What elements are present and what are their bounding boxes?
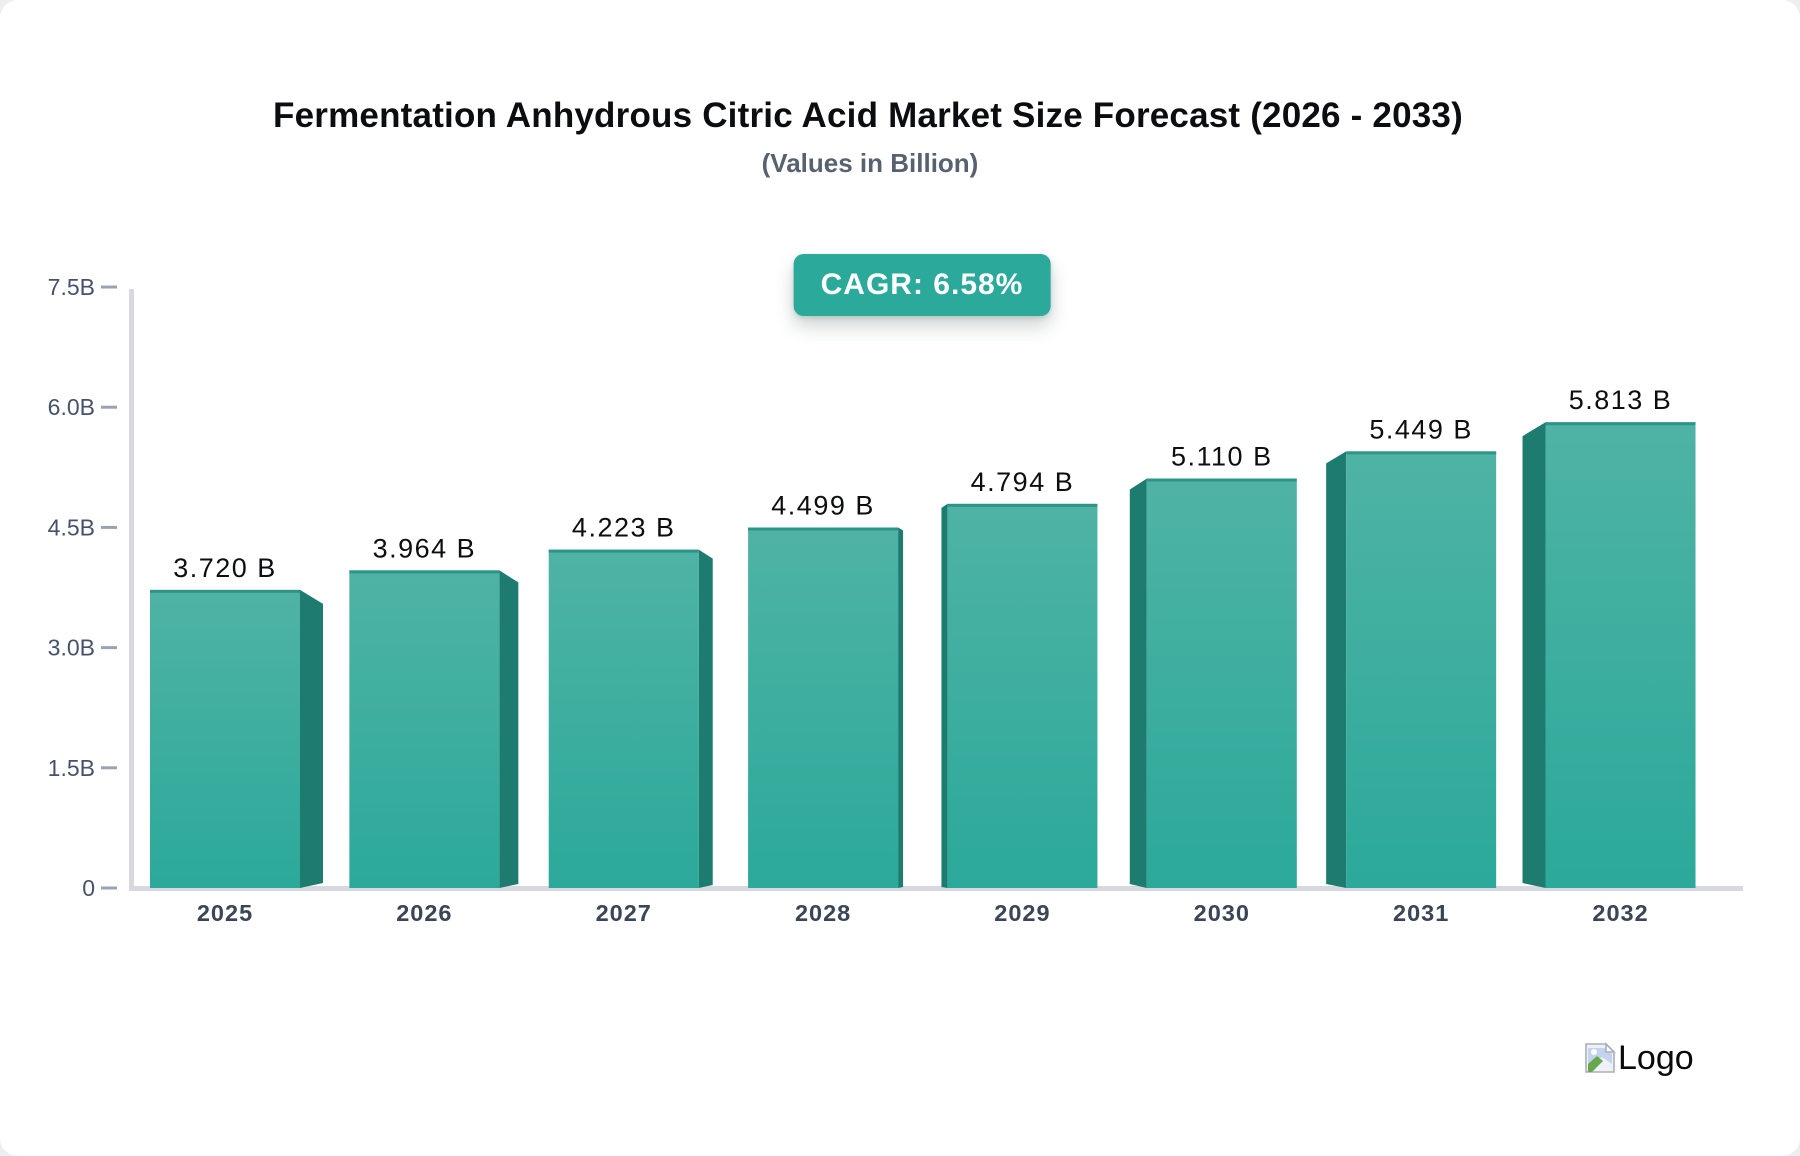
bar (349, 570, 500, 888)
bar-value-label: 5.110 B (1171, 442, 1273, 472)
bar-chart: 0 1.5B 3.0B 4.5B 6.0B 7.5B 3.720 B 2025 3.964 B… (48, 274, 1743, 926)
chart-bars (150, 422, 1696, 888)
bar-value-label: 5.813 B (1569, 385, 1673, 415)
bar (150, 589, 300, 888)
chart-title: Fermentation Anhydrous Citric Acid Marke… (273, 96, 1463, 135)
x-category-label: 2032 (1592, 900, 1648, 926)
chart-labels: 3.720 B 2025 3.964 B 2026 4.223 B 2027 4.499 B… (173, 385, 1673, 926)
bar (748, 527, 899, 888)
logo-label: Logo (1618, 1039, 1694, 1077)
bar (1545, 422, 1696, 888)
y-tick-label: 6.0B (48, 394, 95, 420)
chart-subtitle: (Values in Billion) (761, 148, 979, 178)
bar-side-panel (698, 549, 713, 888)
x-category-label: 2029 (994, 900, 1050, 926)
bar-side-panel (1326, 451, 1347, 888)
y-tick-label: 1.5B (48, 755, 95, 781)
bar-value-label: 4.223 B (572, 513, 676, 543)
bar (1346, 451, 1497, 888)
y-tick-label: 4.5B (48, 514, 95, 540)
chart-axes: 0 1.5B 3.0B 4.5B 6.0B 7.5B (48, 274, 1743, 901)
x-category-label: 2031 (1393, 900, 1449, 926)
x-category-label: 2027 (596, 900, 652, 926)
bar-value-label: 3.720 B (173, 553, 277, 583)
bar-side-panel (941, 503, 948, 888)
cagr-badge: CAGR: 6.58% (793, 254, 1051, 316)
bar (947, 503, 1098, 888)
bar-side-panel (300, 589, 323, 888)
x-category-label: 2026 (396, 900, 452, 926)
bar-side-panel (898, 527, 904, 888)
logo: Logo (1584, 1040, 1694, 1076)
bar-side-panel (1522, 422, 1546, 888)
bar-side-panel (1129, 478, 1147, 888)
x-category-label: 2030 (1194, 900, 1250, 926)
bar-value-label: 4.499 B (771, 490, 875, 520)
x-category-label: 2028 (795, 900, 851, 926)
bar (1146, 478, 1297, 888)
bar-value-label: 3.964 B (373, 533, 477, 563)
bar-value-label: 5.449 B (1369, 414, 1473, 444)
broken-image-icon (1585, 1042, 1616, 1073)
y-tick-label: 7.5B (48, 274, 95, 300)
cagr-badge-label: CAGR: 6.58% (820, 268, 1024, 301)
y-tick-label: 3.0B (48, 635, 95, 661)
bar (548, 549, 699, 888)
bar-value-label: 4.794 B (971, 467, 1075, 497)
y-tick-label: 0 (82, 875, 95, 901)
x-category-label: 2025 (197, 900, 253, 926)
bar-side-panel (499, 570, 519, 888)
